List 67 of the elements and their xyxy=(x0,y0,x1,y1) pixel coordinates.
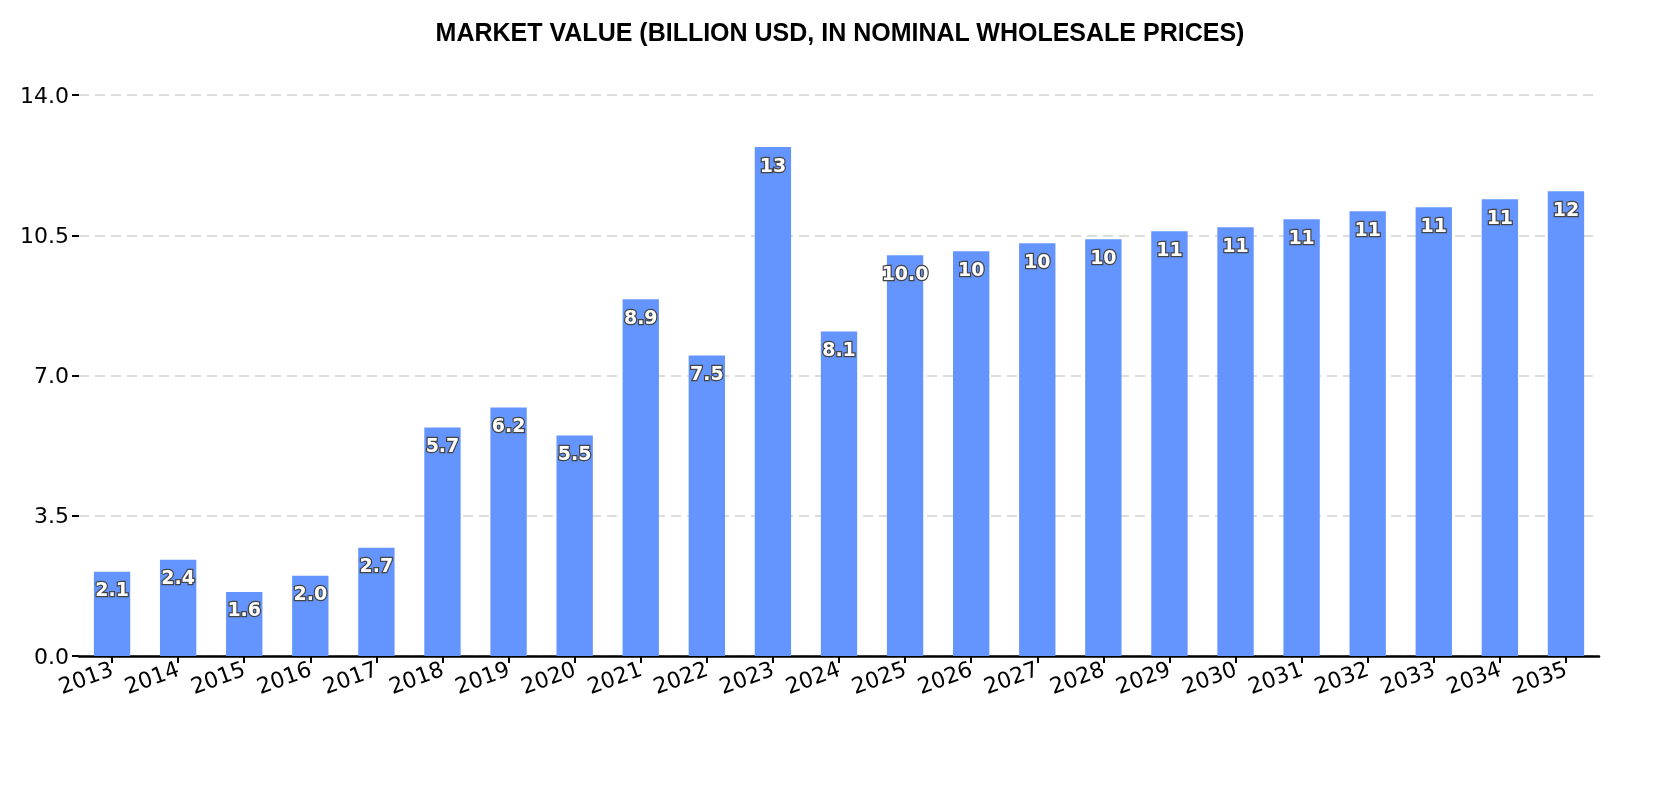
bar xyxy=(424,427,461,656)
data-label: 2.4 xyxy=(161,566,195,589)
data-label: 12 xyxy=(1552,197,1580,220)
x-tick-label: 2035 xyxy=(1509,656,1571,699)
x-tick-label: 2017 xyxy=(319,656,381,699)
data-label: 6.2 xyxy=(491,414,526,437)
x-tick-label: 2033 xyxy=(1376,656,1439,699)
bar xyxy=(1547,191,1585,656)
x-tick-label: 2014 xyxy=(121,656,183,699)
data-label: 8.1 xyxy=(822,337,856,360)
x-tick-label: 2025 xyxy=(848,656,910,699)
bar xyxy=(754,147,792,656)
data-label: 11 xyxy=(1222,233,1249,256)
bar xyxy=(622,299,659,656)
bar xyxy=(688,355,725,656)
data-label: 11 xyxy=(1420,213,1448,236)
x-tick-label: 2031 xyxy=(1244,656,1306,699)
bar xyxy=(1283,219,1320,656)
data-label: 10 xyxy=(1090,245,1117,268)
chart-title: MARKET VALUE (BILLION USD, IN NOMINAL WHOLESALE PRICES) xyxy=(435,17,1245,46)
x-tick-label: 2032 xyxy=(1310,656,1372,699)
bar xyxy=(490,407,527,656)
data-label: 2.1 xyxy=(95,578,129,601)
x-tick-label: 2034 xyxy=(1442,656,1505,699)
bar xyxy=(556,435,593,656)
y-tick-label: 3.5 xyxy=(34,503,69,529)
data-label: 11 xyxy=(1288,225,1315,248)
x-tick-label: 2020 xyxy=(517,656,579,699)
data-label: 2.7 xyxy=(359,554,394,577)
data-label: 5.7 xyxy=(425,434,460,457)
bar xyxy=(1085,239,1122,656)
bar xyxy=(1481,199,1519,656)
bar xyxy=(953,251,990,656)
bar xyxy=(1349,211,1386,656)
x-tick-label: 2018 xyxy=(385,656,447,699)
data-label: 10 xyxy=(957,257,985,280)
data-label: 2.0 xyxy=(293,582,328,605)
bar xyxy=(820,331,858,656)
x-tick-label: 2024 xyxy=(782,656,844,699)
y-tick-label: 7.0 xyxy=(34,363,69,388)
x-tick-label: 2026 xyxy=(914,656,976,699)
x-tick-label: 2029 xyxy=(1112,656,1174,699)
x-tick-label: 2019 xyxy=(451,656,513,699)
data-label: 11 xyxy=(1486,205,1514,228)
x-tick-label: 2021 xyxy=(583,656,646,699)
x-tick-label: 2023 xyxy=(716,656,778,699)
bar xyxy=(1415,207,1452,656)
x-tick-label: 2015 xyxy=(187,656,249,699)
data-label: 11 xyxy=(1354,217,1381,240)
x-tick-label: 2016 xyxy=(253,656,315,699)
data-label: 5.5 xyxy=(557,442,592,465)
x-tick-label: 2028 xyxy=(1046,656,1108,699)
data-label: 11 xyxy=(1156,237,1183,260)
bar xyxy=(358,547,395,656)
data-label: 8.9 xyxy=(623,305,658,328)
data-label: 13 xyxy=(759,153,787,176)
x-tick-label: 2030 xyxy=(1178,656,1240,699)
data-label: 7.5 xyxy=(689,361,724,384)
data-label: 1.6 xyxy=(227,598,262,621)
bar xyxy=(1151,231,1188,656)
bar xyxy=(1019,243,1056,656)
bar xyxy=(1217,227,1254,656)
data-label: 10 xyxy=(1024,249,1051,272)
x-tick-label: 2027 xyxy=(980,656,1042,699)
y-tick-label: 10.5 xyxy=(20,222,69,248)
x-tick-label: 2022 xyxy=(649,656,712,699)
y-tick-label: 14.0 xyxy=(20,82,69,108)
